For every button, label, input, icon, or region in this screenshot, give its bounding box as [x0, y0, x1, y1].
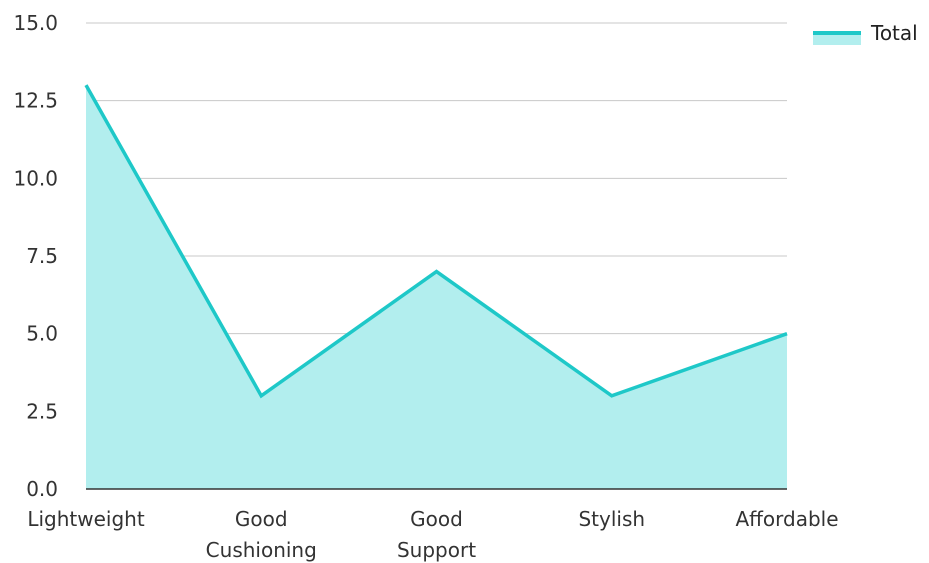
y-tick-label: 5.0 — [26, 322, 58, 346]
x-tick-label: Stylish — [578, 507, 645, 531]
y-tick-label: 12.5 — [13, 89, 58, 113]
legend-swatch-line — [813, 31, 861, 35]
y-tick-label: 10.0 — [13, 166, 58, 190]
y-tick-labels: 0.0 2.5 5.0 7.5 10.0 12.5 15.0 — [13, 11, 58, 501]
series-area-fill — [86, 85, 787, 489]
legend: Total — [813, 21, 918, 45]
x-tick-labels: Lightweight Good Cushioning Good Support Styl… — [27, 507, 838, 562]
y-tick-label: 7.5 — [26, 244, 58, 268]
series-area — [84, 84, 788, 489]
y-tick-label: 0.0 — [26, 477, 58, 501]
legend-swatch-fill — [813, 33, 861, 45]
y-tick-label: 2.5 — [26, 399, 58, 423]
legend-label-total: Total — [870, 21, 918, 45]
x-tick-label: Affordable — [735, 507, 838, 531]
x-tick-label: Lightweight — [27, 507, 145, 531]
x-tick-label: Good Cushioning — [206, 507, 317, 562]
x-tick-label: Good Support — [397, 507, 476, 562]
y-tick-label: 15.0 — [13, 11, 58, 35]
